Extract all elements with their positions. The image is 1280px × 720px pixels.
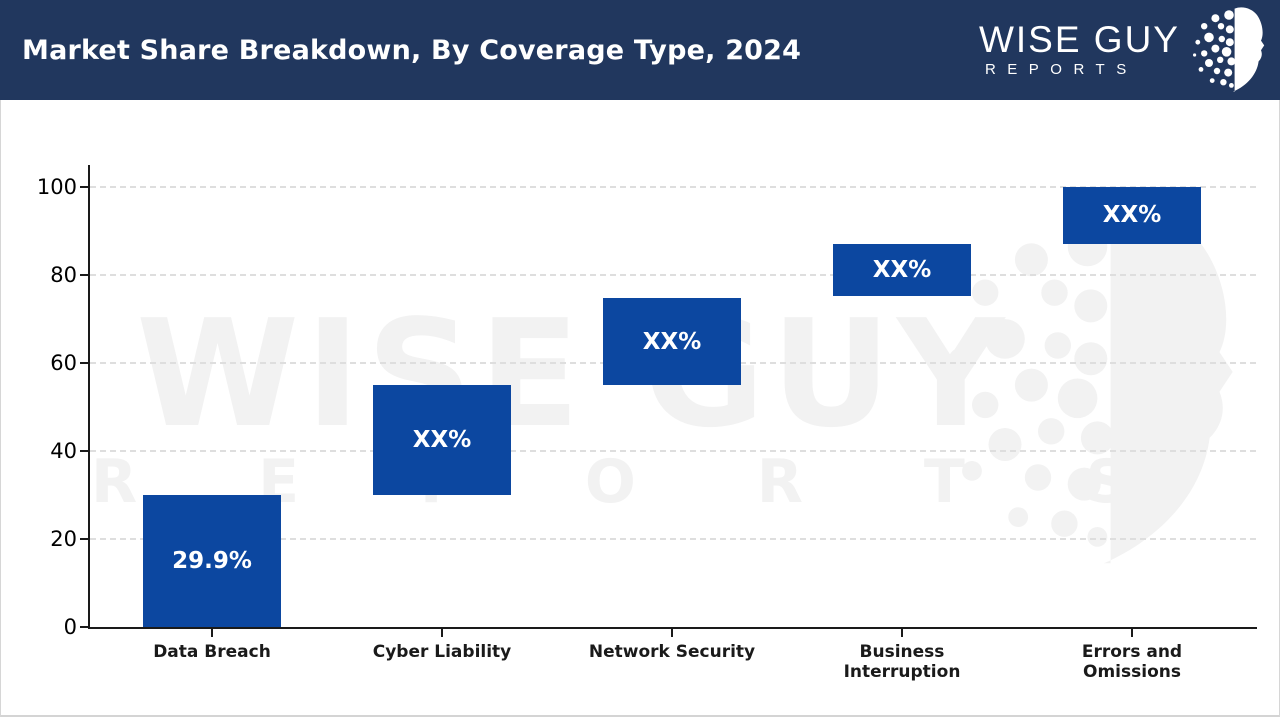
y-axis-tick-label: 60 [50,350,77,375]
bar-business-interruption: XX% [833,244,971,296]
bar-cyber-liability: XX% [373,384,511,496]
y-axis-tick [80,185,88,188]
y-axis-tick-label: 40 [50,438,77,463]
logo-wordmark: WISE GUY [978,19,1180,60]
watermark-dotted-head-icon [939,214,1233,564]
logo-text: WISE GUY REPORTS [979,21,1180,79]
chart-title: Market Share Breakdown, By Coverage Type… [22,34,802,66]
y-axis-tick-label: 0 [63,615,77,639]
wise-guy-logo: WISE GUY REPORTS [979,5,1266,95]
y-axis-tick [80,273,88,276]
bar-value-label: 29.9% [172,548,252,575]
bar-value-label: XX% [872,256,932,283]
header-bar: Market Share Breakdown, By Coverage Type… [0,0,1280,100]
x-axis-tick [211,629,213,637]
x-axis-category-label: Data Breach [153,642,271,662]
bar-value-label: XX% [642,328,702,355]
bar-network-security: XX% [603,298,741,385]
y-axis-tick-label: 20 [50,526,77,551]
bar-value-label: XX% [412,427,472,453]
y-gridline [90,185,1256,188]
y-gridline [90,449,1256,452]
x-axis-category-label: Business Interruption [843,642,961,682]
y-axis-tick [80,626,88,628]
y-axis-tick [80,361,88,364]
y-axis-spine [88,165,90,629]
bar-value-label: XX% [1102,202,1162,229]
y-axis-tick [80,449,88,452]
bar-errors-and-omissions: XX% [1063,186,1201,245]
dotted-head-icon [1193,7,1265,92]
y-gridline [90,537,1256,540]
y-axis-tick-label: 80 [50,262,77,287]
watermark-wordmark: WISE GUY [136,288,1011,460]
x-axis-tick [441,629,443,637]
x-axis-tick [901,629,903,637]
x-axis-tick [671,629,673,637]
y-gridline [90,273,1256,276]
x-axis-category-label: Network Security [588,642,756,662]
x-axis-category-label: Cyber Liability [372,642,512,662]
x-axis-category-label: Errors and Omissions [1081,642,1183,682]
x-axis-spine [88,627,1257,629]
plot-area: 0 20 40 60 80 100 29.9% Data Breach XX% Cyber Lia… [1,100,1279,715]
y-axis-tick [80,537,88,540]
chart-card: WISE GUY R E P O R T S 0 20 40 60 80 100 29.9%… [0,100,1280,717]
x-axis-tick [1131,629,1133,637]
logo-subtitle: REPORTS [984,61,1138,78]
bar-data-breach: 29.9% [143,495,281,627]
y-axis-tick-label: 100 [36,174,77,199]
